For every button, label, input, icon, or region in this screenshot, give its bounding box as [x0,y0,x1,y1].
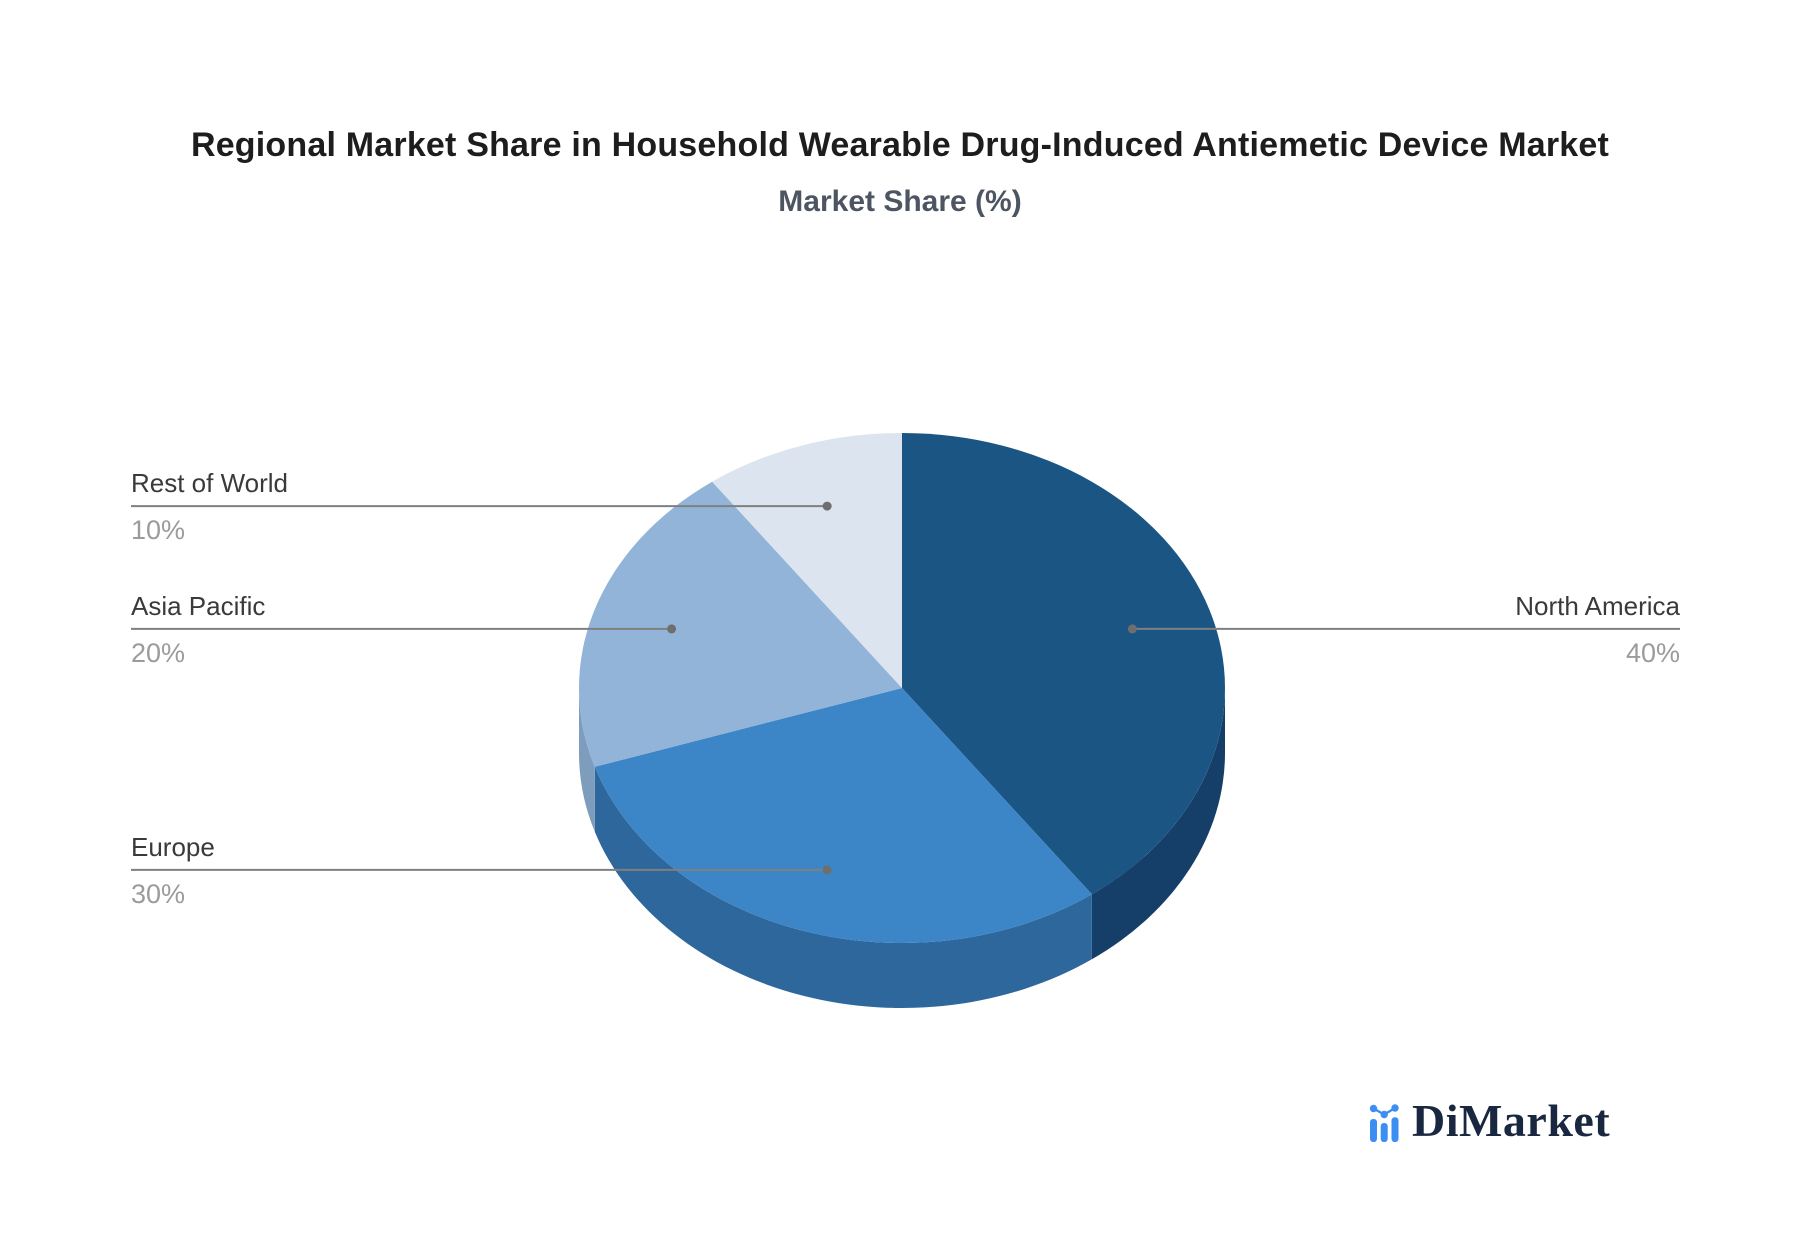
slice-label-north-america: North America [1515,590,1680,621]
pie-slice-side-north-america [1091,688,1225,960]
pie-slice-europe[interactable] [594,688,1092,943]
slice-value-asia-pacific: 20% [131,637,186,668]
slice-value-rest-of-world: 10% [131,515,186,546]
pie-slice-north-america[interactable] [902,433,1225,895]
pie-slice-rest-of-world[interactable] [712,433,902,688]
leader-dot-europe [822,865,832,875]
slice-label-asia-pacific: Asia Pacific [131,590,266,621]
slice-label-europe: Europe [131,831,215,862]
leader-dot-asia-pacific [667,624,677,634]
slice-value-europe: 30% [131,878,186,909]
logo-text: DiMarket [1412,1095,1611,1146]
leader-dot-north-america [1127,624,1137,634]
bar-chart-icon [1369,1104,1399,1142]
leader-dot-rest-of-world [822,501,832,511]
pie-slice-asia-pacific[interactable] [579,481,902,767]
slice-label-rest-of-world: Rest of World [131,468,289,499]
pie-slice-side-europe [594,766,1092,1008]
chart-subtitle: Market Share (%) [778,185,1022,218]
slice-value-north-america: 40% [1625,637,1680,668]
chart-header: Regional Market Share in Household Weara… [0,114,1800,220]
pie-slice-side-asia-pacific [579,688,595,832]
dimarket-logo: DiMarket [1366,1094,1610,1146]
chart-title: Regional Market Share in Household Weara… [190,126,1610,164]
